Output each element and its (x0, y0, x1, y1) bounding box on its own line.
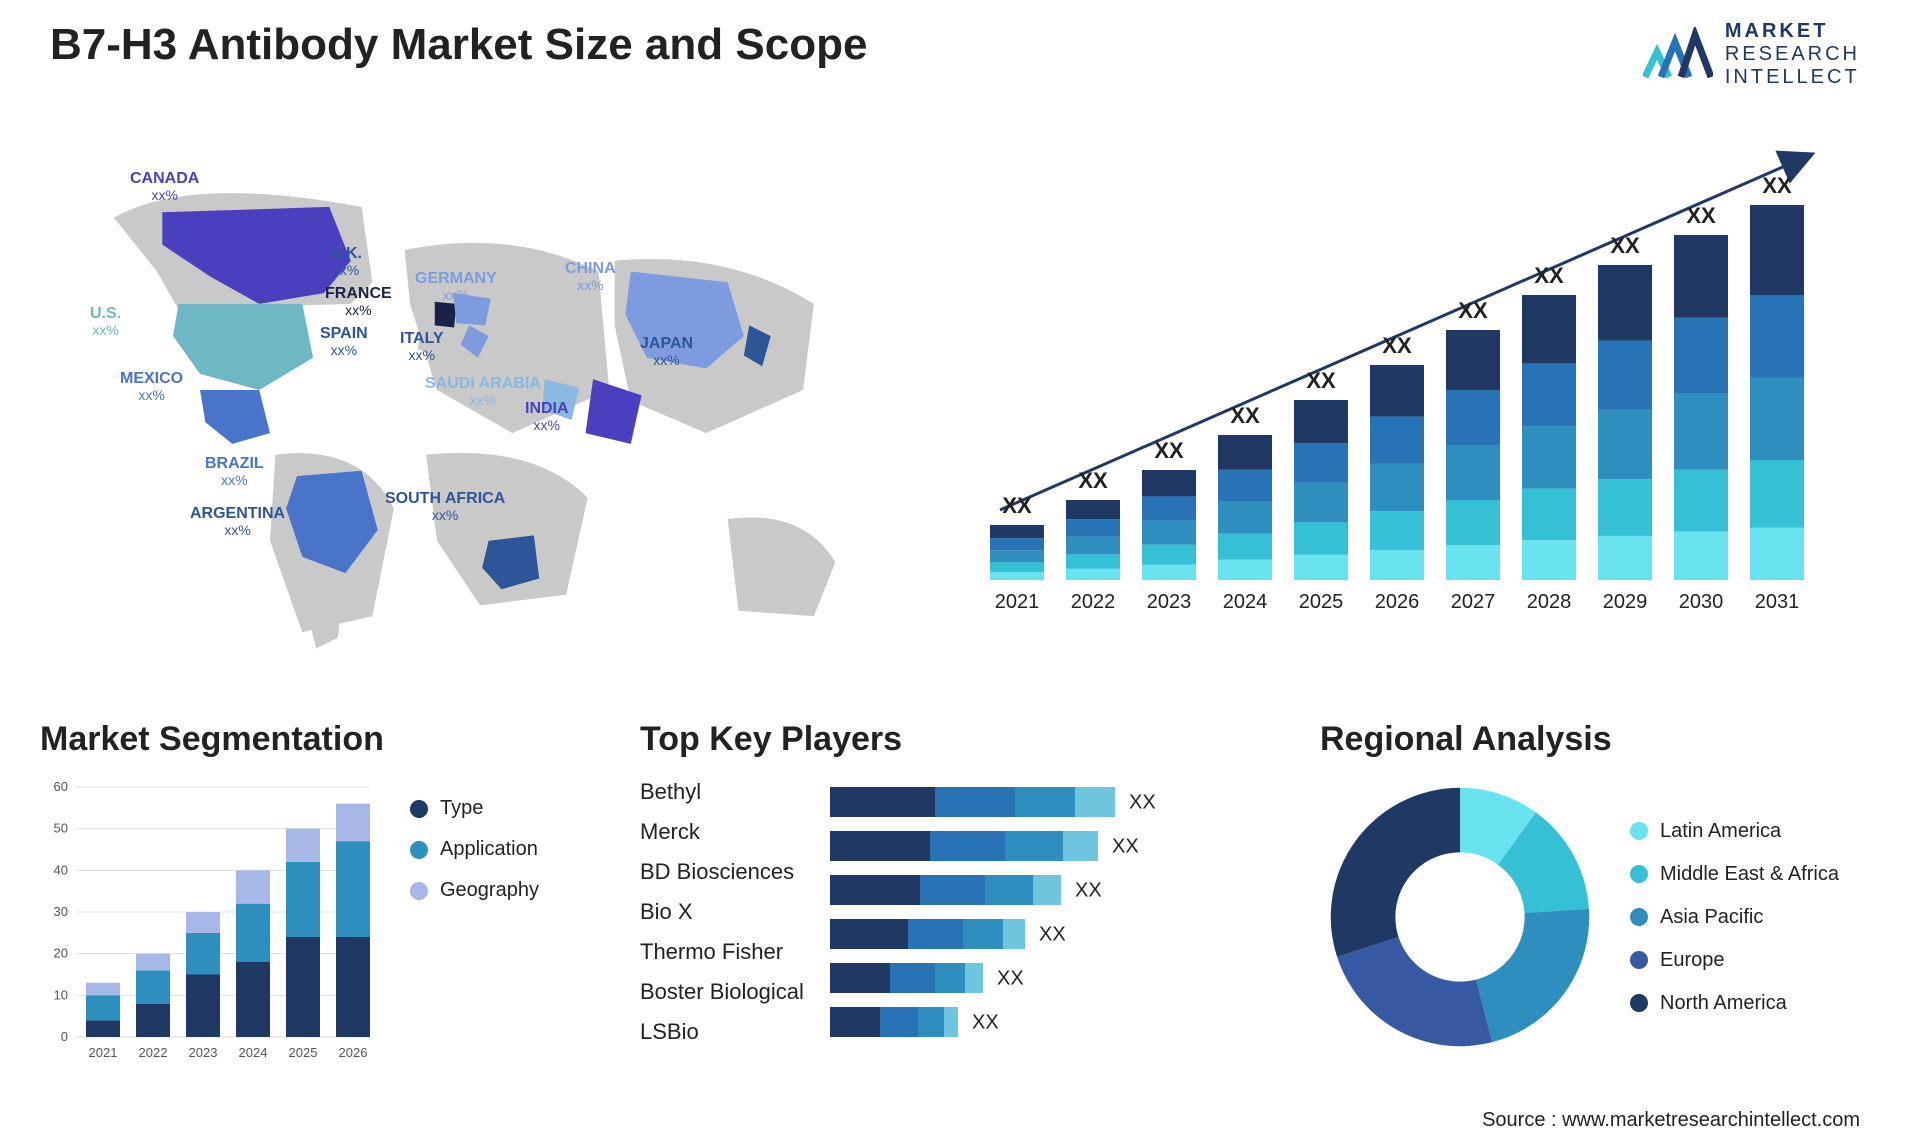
players-list: Bethyl Merck BD Biosciences Bio X Thermo Fis… (640, 777, 810, 1077)
svg-text:XX: XX (1534, 263, 1564, 288)
regional-analysis-panel: Regional Analysis Latin America Middle Ea… (1320, 720, 1880, 1100)
svg-text:XX: XX (972, 1012, 999, 1034)
legend-item: Latin America (1630, 820, 1839, 843)
player-name: BD Biosciences (640, 859, 810, 885)
svg-text:2023: 2023 (1147, 591, 1192, 613)
svg-text:50: 50 (54, 821, 68, 836)
svg-text:0: 0 (61, 1029, 68, 1044)
player-name: Thermo Fisher (640, 939, 810, 965)
map-label: GERMANYxx% (415, 270, 497, 303)
map-label: SOUTH AFRICAxx% (385, 490, 505, 523)
map-label: U.S.xx% (90, 305, 121, 338)
svg-text:2021: 2021 (89, 1045, 118, 1060)
segmentation-title: Market Segmentation (40, 720, 600, 759)
svg-text:2022: 2022 (1071, 591, 1116, 613)
player-name: Bio X (640, 899, 810, 925)
svg-text:XX: XX (1002, 493, 1032, 518)
svg-text:2025: 2025 (289, 1045, 318, 1060)
legend-item: Application (410, 838, 539, 861)
svg-text:2031: 2031 (1755, 591, 1800, 613)
svg-text:2024: 2024 (1223, 591, 1268, 613)
segmentation-legend: Type Application Geography (410, 777, 539, 1067)
map-label: MEXICOxx% (120, 370, 183, 403)
source-text: Source : www.marketresearchintellect.com (1482, 1109, 1860, 1132)
svg-text:XX: XX (1458, 298, 1488, 323)
player-name: Boster Biological (640, 979, 810, 1005)
svg-text:XX: XX (1129, 792, 1156, 814)
player-name: LSBio (640, 1019, 810, 1045)
svg-text:2022: 2022 (139, 1045, 168, 1060)
svg-text:XX: XX (1039, 924, 1066, 946)
regional-legend: Latin America Middle East & Africa Asia Pa… (1630, 820, 1839, 1015)
svg-text:2028: 2028 (1527, 591, 1572, 613)
map-label: SAUDI ARABIAxx% (425, 375, 541, 408)
regional-donut-chart (1320, 777, 1600, 1057)
map-label: U.K.xx% (330, 245, 362, 278)
svg-text:XX: XX (1382, 333, 1412, 358)
legend-item: Type (410, 797, 539, 820)
legend-item: Geography (410, 879, 539, 902)
svg-text:XX: XX (1306, 368, 1336, 393)
svg-text:XX: XX (1610, 233, 1640, 258)
svg-text:10: 10 (54, 987, 68, 1002)
key-players-panel: Top Key Players Bethyl Merck BD Bioscience… (640, 720, 1280, 1100)
svg-text:2023: 2023 (189, 1045, 218, 1060)
world-map: CANADAxx% U.S.xx% MEXICOxx% BRAZILxx% ARGENT… (40, 110, 920, 670)
segmentation-chart: 2021 2022 2023 2024 2025 2026 0 10 20 30 40 50 60 (40, 777, 380, 1067)
player-name: Bethyl (640, 779, 810, 805)
legend-item: Asia Pacific (1630, 906, 1839, 929)
svg-text:2029: 2029 (1603, 591, 1648, 613)
svg-text:2024: 2024 (239, 1045, 268, 1060)
svg-text:XX: XX (1762, 173, 1792, 198)
svg-text:XX: XX (1078, 468, 1108, 493)
map-label: ARGENTINAxx% (190, 505, 285, 538)
svg-text:2026: 2026 (1375, 591, 1420, 613)
page-title: B7-H3 Antibody Market Size and Scope (50, 20, 867, 70)
legend-item: North America (1630, 992, 1839, 1015)
market-segmentation-panel: Market Segmentation 2021 2022 2023 2024 2025… (40, 720, 600, 1100)
legend-item: Europe (1630, 949, 1839, 972)
svg-text:2027: 2027 (1451, 591, 1496, 613)
map-label: FRANCExx% (325, 285, 392, 318)
svg-text:XX: XX (1230, 403, 1260, 428)
legend-item: Middle East & Africa (1630, 863, 1839, 886)
svg-text:40: 40 (54, 862, 68, 877)
logo-text-3: INTELLECT (1725, 66, 1860, 89)
map-label: INDIAxx% (525, 400, 569, 433)
map-label: CANADAxx% (130, 170, 199, 203)
map-label: BRAZILxx% (205, 455, 264, 488)
svg-text:20: 20 (54, 946, 68, 961)
svg-text:XX: XX (1154, 438, 1184, 463)
svg-text:2030: 2030 (1679, 591, 1724, 613)
map-label: SPAINxx% (320, 325, 368, 358)
svg-text:XX: XX (997, 968, 1024, 990)
svg-text:XX: XX (1112, 836, 1139, 858)
forecast-bar-chart: 2021 2022 2023 2024 2025 2026 2027 2028 2029 2030… (980, 150, 1840, 630)
svg-text:30: 30 (54, 904, 68, 919)
players-bar-chart: XX XX XX XX XX XX (830, 777, 1260, 1077)
svg-text:2025: 2025 (1299, 591, 1344, 613)
svg-text:XX: XX (1075, 880, 1102, 902)
player-name: Merck (640, 819, 810, 845)
players-title: Top Key Players (640, 720, 1280, 759)
map-label: CHINAxx% (565, 260, 616, 293)
logo-mark-icon (1643, 27, 1713, 82)
logo-text-2: RESEARCH (1725, 43, 1860, 66)
logo-text-1: MARKET (1725, 20, 1860, 43)
svg-text:XX: XX (1686, 203, 1716, 228)
svg-text:2021: 2021 (995, 591, 1040, 613)
brand-logo: MARKET RESEARCH INTELLECT (1643, 20, 1860, 89)
regional-title: Regional Analysis (1320, 720, 1880, 759)
svg-text:60: 60 (54, 779, 68, 794)
svg-text:2026: 2026 (339, 1045, 368, 1060)
map-label: JAPANxx% (640, 335, 693, 368)
map-label: ITALYxx% (400, 330, 444, 363)
